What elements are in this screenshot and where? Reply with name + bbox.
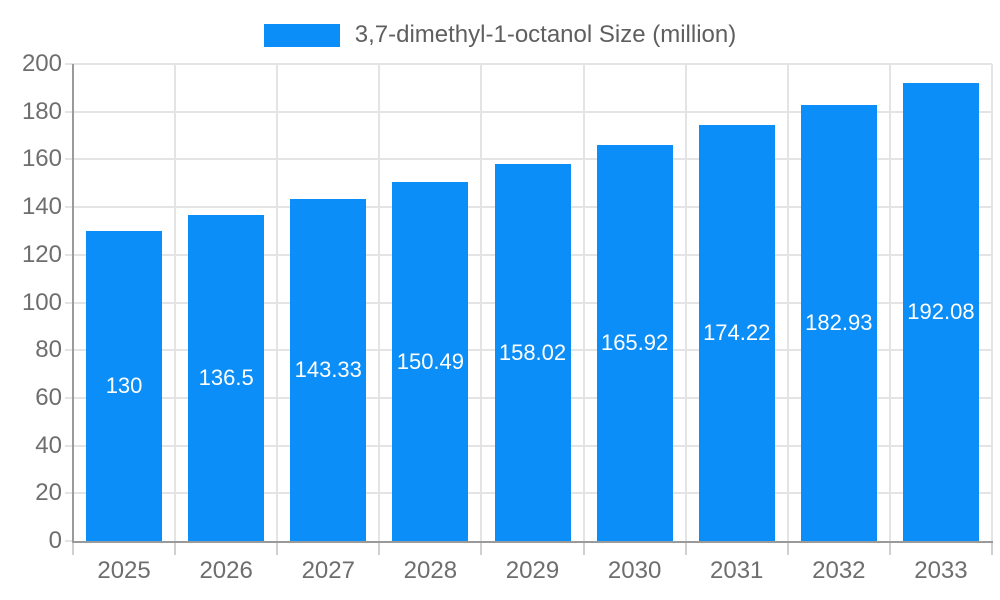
bar[interactable]: 158.02 xyxy=(494,164,571,541)
y-axis-label: 60 xyxy=(35,383,62,411)
x-axis-label: 2028 xyxy=(403,557,458,584)
y-axis-label: 140 xyxy=(21,193,62,221)
y-axis-tick xyxy=(65,110,73,113)
y-axis-tick xyxy=(65,349,73,352)
x-axis-label: 2026 xyxy=(199,557,253,584)
x-axis-label: 2032 xyxy=(812,557,866,584)
y-axis-label: 0 xyxy=(48,527,62,554)
y-axis-label: 180 xyxy=(21,97,62,125)
y-axis-tick xyxy=(65,206,73,209)
bar[interactable]: 136.5 xyxy=(188,215,265,541)
x-axis-tick xyxy=(378,541,381,555)
x-axis-line xyxy=(72,541,993,543)
bar-value-label: 150.49 xyxy=(396,348,465,374)
y-axis-label: 120 xyxy=(21,240,62,268)
y-axis-tick xyxy=(65,396,73,399)
y-axis-label: 100 xyxy=(21,288,62,316)
y-axis-tick xyxy=(65,158,73,161)
gridline-vertical xyxy=(888,64,891,541)
y-axis-label: 80 xyxy=(35,336,62,364)
x-axis-label: 2031 xyxy=(710,557,764,584)
gridline-horizontal xyxy=(73,63,992,65)
x-axis-label: 2025 xyxy=(97,557,151,584)
bar[interactable]: 143.33 xyxy=(290,199,367,541)
gridline-vertical xyxy=(174,64,177,541)
x-axis-tick xyxy=(480,541,483,555)
x-axis-label: 2027 xyxy=(301,557,355,584)
x-axis-label: 2029 xyxy=(505,557,560,584)
gridline-vertical xyxy=(991,64,993,541)
y-axis-tick xyxy=(65,63,73,65)
y-axis-label: 160 xyxy=(21,145,62,173)
bar-value-label: 192.08 xyxy=(907,298,975,324)
x-axis-tick xyxy=(888,541,891,555)
x-axis-label: 2033 xyxy=(914,557,968,584)
bar-value-label: 158.02 xyxy=(498,339,567,365)
y-axis-label: 40 xyxy=(35,431,62,459)
bar-value-label: 143.33 xyxy=(294,357,362,383)
bar[interactable]: 192.08 xyxy=(902,82,979,541)
x-axis-label: 2030 xyxy=(607,557,662,584)
legend-swatch-icon xyxy=(263,23,340,47)
bar[interactable]: 130 xyxy=(86,230,163,541)
gridline-horizontal xyxy=(73,110,992,113)
y-axis-line xyxy=(72,64,74,543)
x-axis-tick xyxy=(684,541,687,555)
gridline-vertical xyxy=(582,64,585,541)
bar-value-label: 174.22 xyxy=(703,320,771,346)
y-axis-tick xyxy=(65,444,73,447)
gridline-horizontal xyxy=(73,158,992,161)
gridline-vertical xyxy=(276,64,279,541)
bar-value-label: 182.93 xyxy=(805,309,873,335)
x-axis-tick xyxy=(174,541,177,555)
bar[interactable]: 174.22 xyxy=(698,125,775,541)
bar-value-label: 130 xyxy=(105,372,143,398)
bar[interactable]: 150.49 xyxy=(392,182,469,541)
x-axis-tick xyxy=(991,541,993,555)
bar[interactable]: 182.93 xyxy=(800,104,877,541)
y-axis-label: 200 xyxy=(21,50,62,77)
bar-value-label: 165.92 xyxy=(600,330,669,356)
x-axis-tick xyxy=(786,541,789,555)
bar[interactable]: 165.92 xyxy=(596,145,673,541)
gridline-vertical xyxy=(786,64,789,541)
gridline-vertical xyxy=(378,64,381,541)
legend[interactable]: 3,7-dimethyl-1-octanol Size (million) xyxy=(0,22,1000,48)
y-axis-tick xyxy=(65,301,73,304)
y-axis-label: 20 xyxy=(35,479,62,507)
y-axis-tick xyxy=(65,540,73,542)
y-axis-tick xyxy=(65,253,73,256)
gridline-vertical xyxy=(684,64,687,541)
x-axis-tick xyxy=(582,541,585,555)
bar-value-label: 136.5 xyxy=(198,365,254,391)
gridline-vertical xyxy=(480,64,483,541)
x-axis-tick xyxy=(276,541,279,555)
x-axis-tick xyxy=(72,541,74,555)
y-axis-tick xyxy=(65,492,73,495)
legend-label: 3,7-dimethyl-1-octanol Size (million) xyxy=(354,21,737,48)
